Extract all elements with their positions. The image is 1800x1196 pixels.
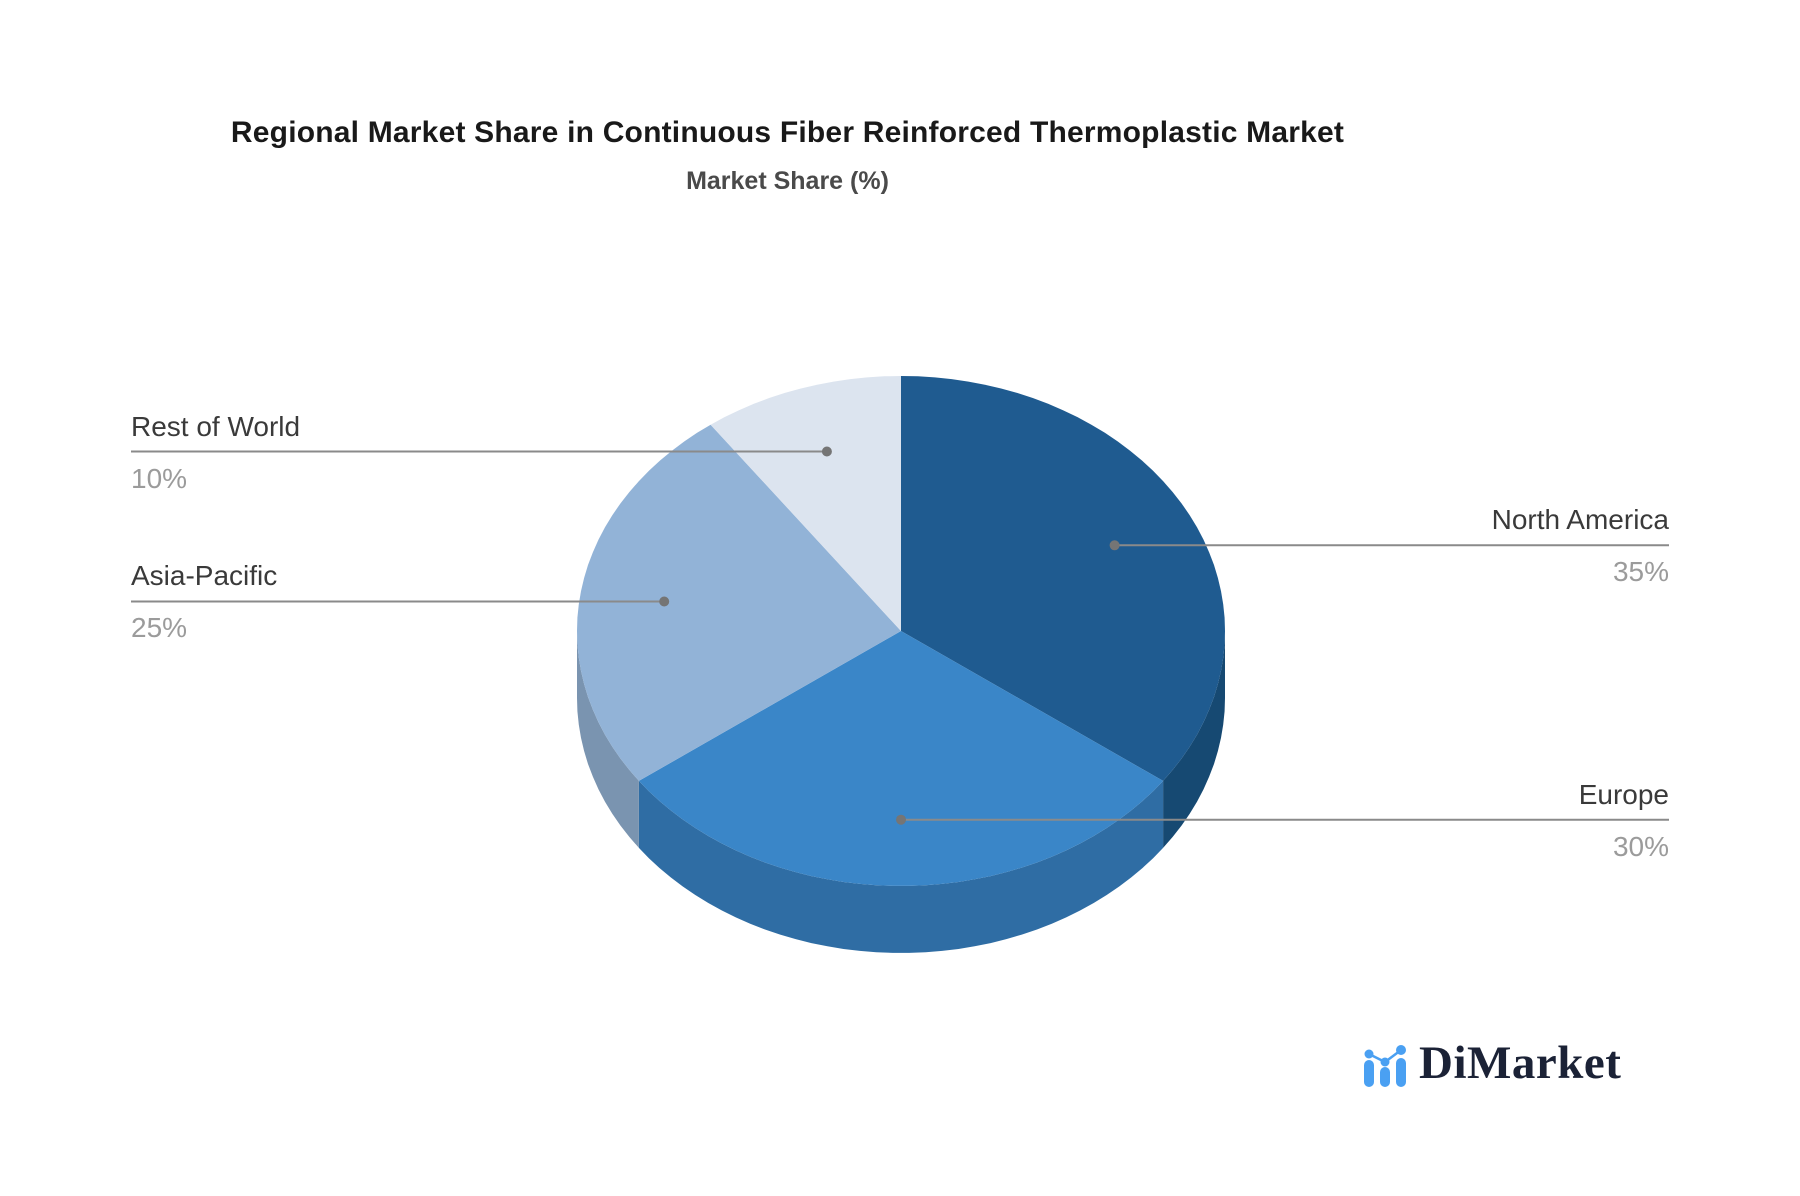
chart-subtitle: Market Share (%)	[686, 167, 889, 195]
slice-label: Europe	[1578, 779, 1669, 810]
leader-dot	[659, 596, 670, 607]
pie-side-europe	[638, 780, 1164, 953]
slice-value: 30%	[1612, 831, 1669, 862]
pie-side-north-america	[1163, 631, 1225, 848]
brand-name: DiMarket	[1419, 1037, 1622, 1089]
slice-label: Asia-Pacific	[131, 560, 278, 591]
pie-slice-rest-of-world	[710, 376, 901, 631]
pie-side-asia-pacific	[577, 631, 639, 848]
slice-label: Rest of World	[131, 411, 301, 442]
slice-value: 10%	[131, 463, 188, 494]
chart-title: Regional Market Share in Continuous Fibe…	[230, 116, 1345, 149]
leader-dot	[821, 446, 832, 457]
slice-label: North America	[1491, 504, 1669, 535]
pie-slice-asia-pacific	[577, 424, 901, 781]
slice-value: 25%	[131, 612, 188, 643]
pie-slice-europe	[638, 631, 1164, 886]
slice-value: 35%	[1612, 556, 1669, 587]
leader-dot	[1109, 540, 1120, 551]
bar-chart-logo-icon	[1364, 1045, 1406, 1087]
brand-logo: DiMarket	[1363, 1040, 1621, 1087]
leader-dot	[896, 814, 906, 825]
pie-slice-north-america	[901, 376, 1225, 781]
